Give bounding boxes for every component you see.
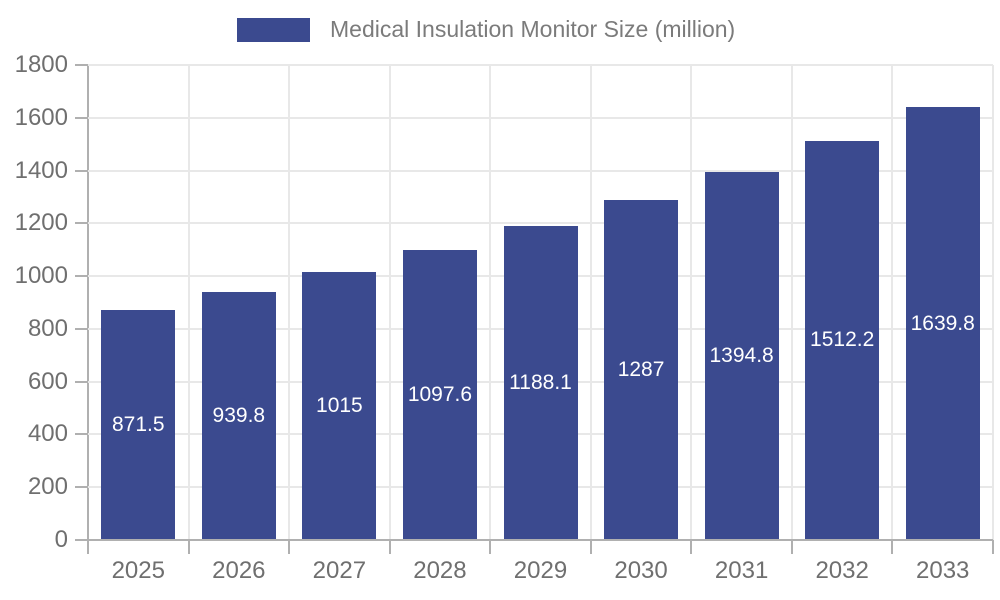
x-tick-label: 2029 (513, 557, 568, 584)
y-tick-label: 800 (27, 314, 68, 342)
gridline-v (589, 65, 592, 540)
plot-area: 871.5 939.8 1015 1097.6 1188.1 1287 1394.8 1512… (88, 64, 994, 540)
y-tick-label: 1600 (14, 103, 68, 131)
bar[interactable]: 939.8 (201, 292, 276, 540)
gridline-v (489, 65, 492, 540)
x-tick (187, 540, 190, 554)
x-tick-label: 2033 (916, 557, 970, 584)
bar[interactable]: 1394.8 (704, 171, 779, 540)
bar-value-label: 1287 (617, 358, 665, 382)
x-tick-label: 2032 (815, 557, 869, 584)
bar-value-label: 1639.8 (910, 311, 975, 335)
gridline-v (288, 65, 291, 540)
bar[interactable]: 871.5 (101, 310, 176, 540)
legend[interactable]: Medical Insulation Monitor Size (million… (237, 16, 735, 43)
y-tick (75, 327, 88, 330)
y-tick (75, 64, 88, 66)
x-tick (288, 540, 291, 554)
x-tick (790, 540, 793, 554)
legend-swatch[interactable] (237, 17, 310, 42)
x-tick-label: 2027 (312, 557, 367, 584)
bar[interactable]: 1188.1 (503, 226, 578, 540)
bar-value-label: 939.8 (212, 404, 266, 427)
x-tick (992, 540, 994, 554)
gridline-h (88, 169, 993, 172)
legend-label[interactable]: Medical Insulation Monitor Size (million… (330, 16, 736, 42)
bar-value-label: 1512.2 (810, 328, 875, 352)
bar[interactable]: 1097.6 (402, 250, 477, 540)
y-tick-label: 0 (54, 526, 68, 553)
x-tick-label: 2026 (212, 557, 266, 584)
x-axis-line (75, 539, 993, 541)
x-tick (388, 540, 391, 554)
y-tick-label: 200 (27, 473, 68, 501)
bar[interactable]: 1287 (604, 200, 679, 540)
bar-value-label: 1015 (316, 394, 363, 418)
gridline-h (88, 116, 993, 119)
x-tick-label: 2030 (614, 557, 668, 584)
y-axis-line (87, 65, 89, 540)
gridline-v (891, 65, 894, 540)
y-tick (75, 539, 88, 541)
y-tick (75, 116, 88, 119)
bar-value-label: 1394.8 (709, 343, 774, 367)
y-tick-label: 600 (27, 367, 68, 395)
x-tick-label: 2028 (413, 557, 467, 584)
x-tick (891, 540, 894, 554)
bar[interactable]: 1015 (302, 272, 377, 540)
x-tick (87, 540, 89, 554)
y-tick-label: 1200 (14, 209, 68, 237)
gridline-v (992, 65, 994, 540)
y-tick-label: 1000 (14, 262, 68, 290)
y-tick-label: 1800 (14, 51, 68, 78)
bar-value-label: 1097.6 (407, 383, 473, 407)
x-tick (690, 540, 693, 554)
bar[interactable]: 1639.8 (905, 107, 980, 540)
y-tick (75, 222, 88, 225)
x-tick-label: 2025 (111, 557, 165, 584)
y-tick (75, 486, 88, 489)
x-tick (489, 540, 492, 554)
y-tick (75, 169, 88, 172)
x-tick-label: 2031 (714, 557, 769, 584)
gridline-v (690, 65, 693, 540)
y-tick-label: 1400 (14, 156, 68, 184)
gridline-v (388, 65, 391, 540)
y-tick (75, 380, 88, 383)
bar[interactable]: 1512.2 (805, 140, 880, 540)
y-tick (75, 433, 88, 436)
y-tick-label: 400 (27, 420, 68, 448)
gridline-v (790, 65, 793, 540)
y-tick (75, 275, 88, 278)
bar-value-label: 871.5 (111, 413, 165, 437)
gridline-h (88, 64, 993, 66)
x-tick (589, 540, 592, 554)
gridline-v (187, 65, 190, 540)
bar-value-label: 1188.1 (509, 371, 572, 395)
gridline-h (88, 222, 993, 225)
